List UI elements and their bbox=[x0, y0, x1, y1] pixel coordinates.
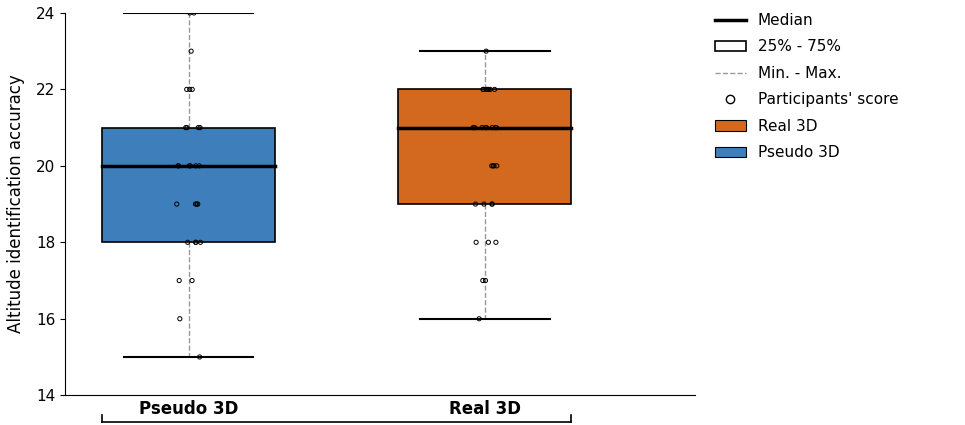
Point bbox=[178, 124, 193, 131]
Point bbox=[183, 48, 199, 54]
Point bbox=[182, 86, 198, 93]
Point bbox=[486, 162, 502, 169]
Point bbox=[189, 201, 205, 207]
Point bbox=[476, 86, 491, 93]
Point bbox=[169, 201, 184, 207]
Point bbox=[184, 86, 200, 93]
Point bbox=[485, 162, 501, 169]
Point bbox=[481, 239, 496, 246]
Point bbox=[184, 277, 200, 284]
Point bbox=[193, 239, 208, 246]
Point bbox=[487, 124, 503, 131]
Point bbox=[488, 124, 504, 131]
Point bbox=[188, 201, 204, 207]
Point bbox=[477, 201, 492, 207]
Point bbox=[170, 162, 185, 169]
Point bbox=[467, 124, 482, 131]
Point bbox=[468, 201, 483, 207]
Point bbox=[186, 9, 202, 16]
Point bbox=[468, 239, 483, 246]
Bar bbox=[399, 89, 571, 204]
Point bbox=[179, 124, 195, 131]
Point bbox=[179, 86, 195, 93]
Point bbox=[479, 48, 494, 54]
Bar bbox=[102, 128, 275, 242]
Point bbox=[188, 239, 204, 246]
Point bbox=[484, 201, 500, 207]
Point bbox=[484, 201, 500, 207]
Point bbox=[172, 277, 187, 284]
Point bbox=[192, 124, 207, 131]
Point bbox=[484, 124, 500, 131]
Point bbox=[182, 9, 198, 16]
Point bbox=[476, 86, 491, 93]
Point bbox=[489, 162, 505, 169]
Point bbox=[172, 315, 187, 322]
Point bbox=[479, 86, 494, 93]
Legend: Median, 25% - 75%, Min. - Max., Participants' score, Real 3D, Pseudo 3D: Median, 25% - 75%, Min. - Max., Particip… bbox=[715, 13, 898, 160]
Point bbox=[475, 277, 490, 284]
Point bbox=[181, 162, 197, 169]
Point bbox=[171, 162, 186, 169]
Point bbox=[191, 162, 207, 169]
Point bbox=[182, 162, 198, 169]
Point bbox=[487, 86, 503, 93]
Point bbox=[480, 86, 495, 93]
Point bbox=[190, 124, 206, 131]
Point bbox=[484, 162, 500, 169]
Point bbox=[488, 239, 504, 246]
Point bbox=[482, 86, 498, 93]
Point bbox=[188, 239, 204, 246]
Y-axis label: Altitude identification accuracy: Altitude identification accuracy bbox=[7, 75, 25, 334]
Point bbox=[465, 124, 481, 131]
Point bbox=[478, 277, 493, 284]
Point bbox=[471, 315, 486, 322]
Point bbox=[188, 162, 204, 169]
Point bbox=[481, 86, 496, 93]
Point bbox=[467, 124, 482, 131]
Point bbox=[478, 124, 493, 131]
Point bbox=[479, 124, 494, 131]
Point bbox=[190, 201, 206, 207]
Point bbox=[192, 354, 207, 360]
Point bbox=[475, 124, 490, 131]
Point bbox=[179, 239, 195, 246]
